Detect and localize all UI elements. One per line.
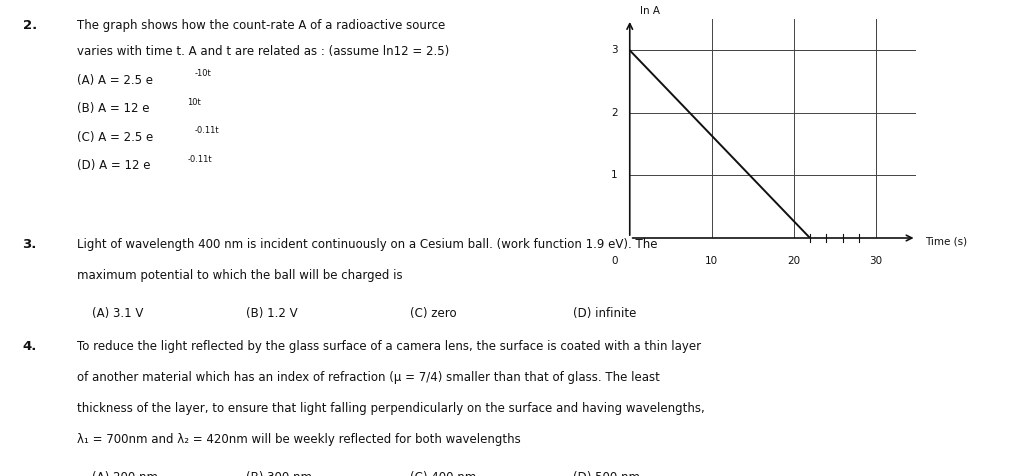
Text: 2.: 2. (23, 19, 37, 32)
Text: varies with time t. A and t are related as : (assume ln12 = 2.5): varies with time t. A and t are related … (77, 45, 450, 58)
Text: λ₁ = 700nm and λ₂ = 420nm will be weekly reflected for both wavelengths: λ₁ = 700nm and λ₂ = 420nm will be weekly… (77, 433, 520, 446)
Text: 20: 20 (787, 256, 800, 266)
Text: -10t: -10t (195, 69, 211, 78)
Text: 4.: 4. (23, 340, 37, 353)
Text: (A) A = 2.5 e: (A) A = 2.5 e (77, 74, 153, 87)
Text: (C) A = 2.5 e: (C) A = 2.5 e (77, 131, 153, 144)
Text: Light of wavelength 400 nm is incident continuously on a Cesium ball. (work func: Light of wavelength 400 nm is incident c… (77, 238, 657, 251)
Text: Time (s): Time (s) (925, 236, 967, 246)
Text: 10t: 10t (187, 98, 201, 107)
Text: 30: 30 (869, 256, 882, 266)
Text: -0.11t: -0.11t (187, 155, 212, 164)
Text: maximum potential to which the ball will be charged is: maximum potential to which the ball will… (77, 269, 402, 282)
Text: (D) A = 12 e: (D) A = 12 e (77, 159, 151, 172)
Text: (D) infinite: (D) infinite (573, 307, 637, 320)
Text: 1: 1 (611, 170, 617, 180)
Text: To reduce the light reflected by the glass surface of a camera lens, the surface: To reduce the light reflected by the gla… (77, 340, 700, 353)
Text: The graph shows how the count-rate A of a radioactive source: The graph shows how the count-rate A of … (77, 19, 445, 32)
Text: 3.: 3. (23, 238, 37, 251)
Text: (A) 200 nm: (A) 200 nm (92, 471, 158, 476)
Text: (B) 300 nm: (B) 300 nm (246, 471, 311, 476)
Text: (B) 1.2 V: (B) 1.2 V (246, 307, 297, 320)
Text: 3: 3 (611, 45, 617, 55)
Text: thickness of the layer, to ensure that light falling perpendicularly on the surf: thickness of the layer, to ensure that l… (77, 402, 705, 415)
Text: 2: 2 (611, 108, 617, 118)
Text: 0: 0 (611, 256, 617, 266)
Text: (D) 500 nm: (D) 500 nm (573, 471, 640, 476)
Text: (A) 3.1 V: (A) 3.1 V (92, 307, 143, 320)
Text: -0.11t: -0.11t (195, 126, 219, 135)
Text: ln A: ln A (640, 6, 659, 16)
Text: 10: 10 (706, 256, 718, 266)
Text: (C) zero: (C) zero (410, 307, 457, 320)
Text: (B) A = 12 e: (B) A = 12 e (77, 102, 150, 115)
Text: (C) 400 nm: (C) 400 nm (410, 471, 476, 476)
Text: of another material which has an index of refraction (μ = 7/4) smaller than that: of another material which has an index o… (77, 371, 659, 384)
